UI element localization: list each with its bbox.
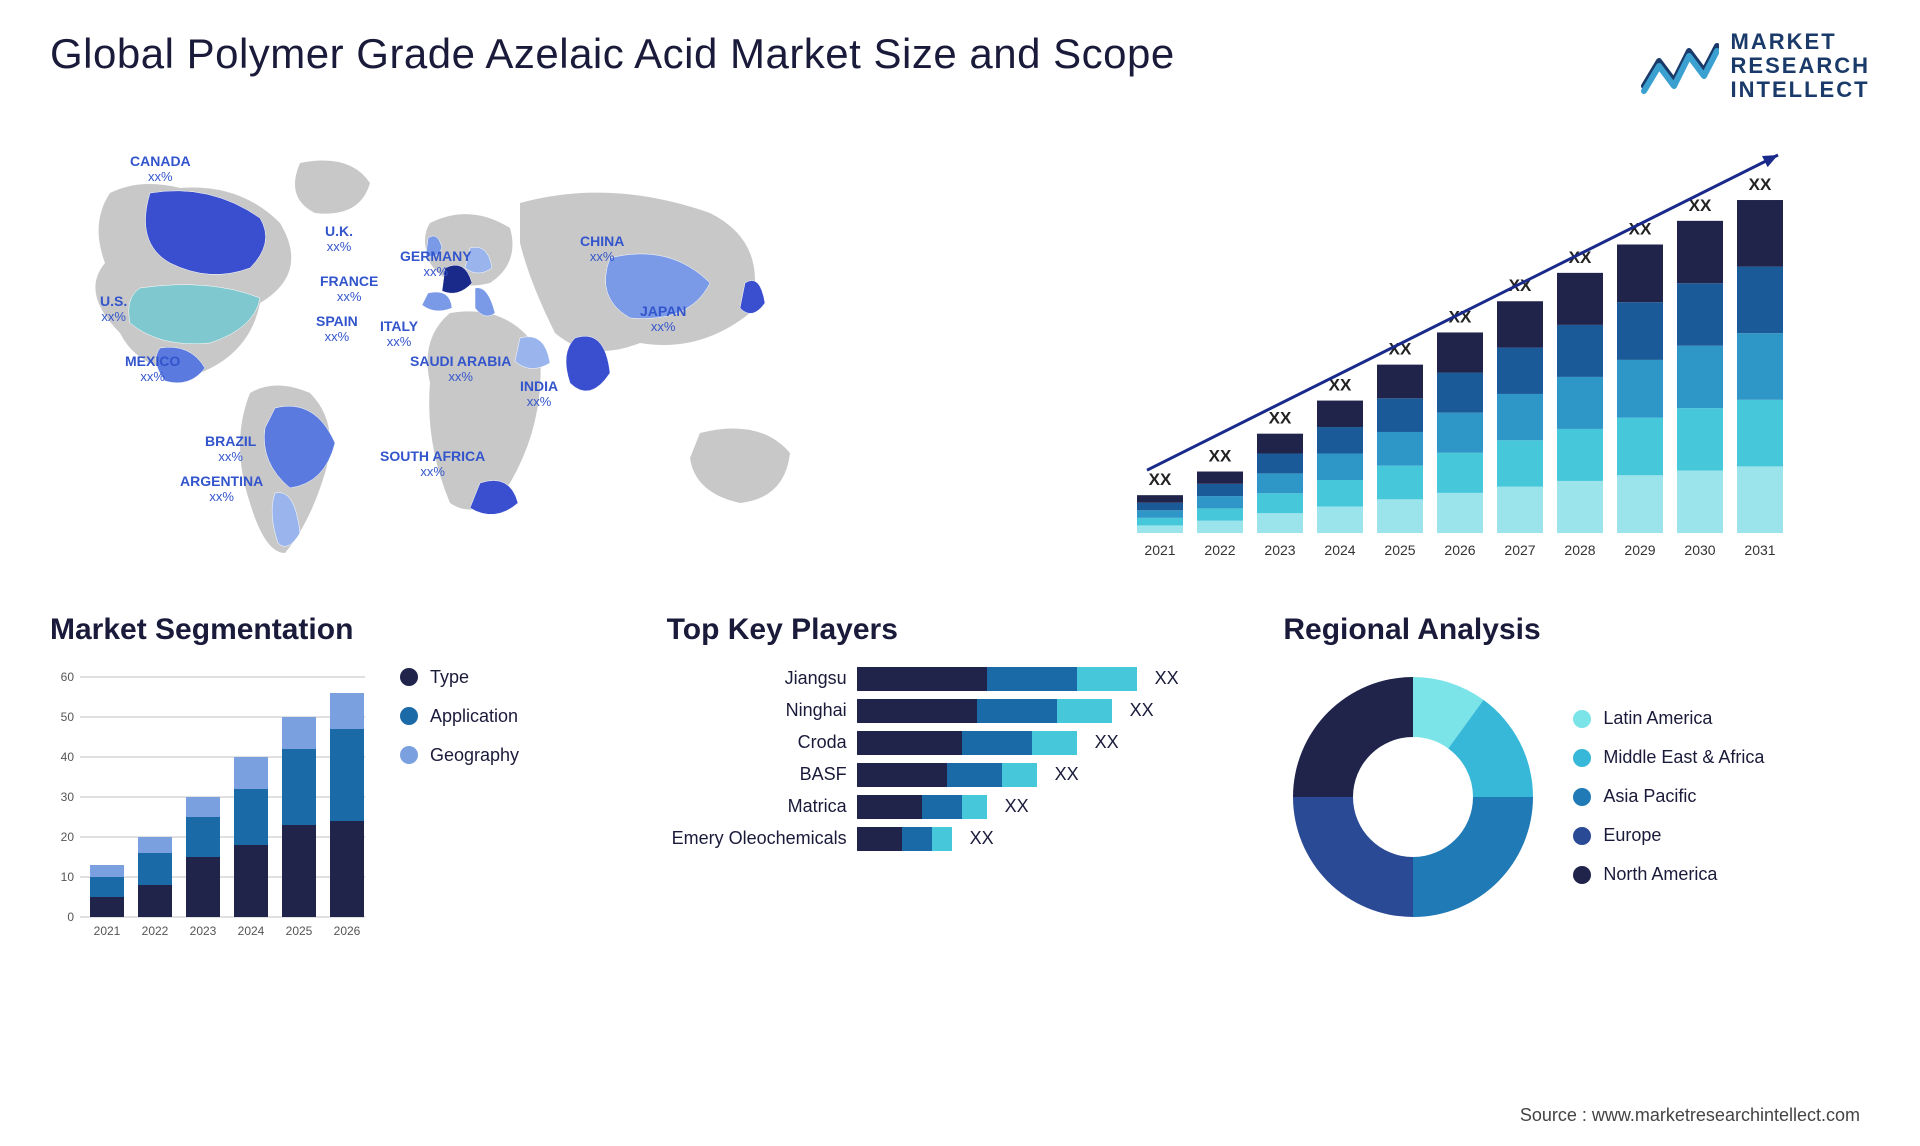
regional-legend: Latin America Middle East & Africa Asia Pa…	[1573, 708, 1764, 885]
svg-text:XX: XX	[1269, 408, 1292, 427]
player-bar	[857, 795, 987, 819]
map-label: BRAZILxx%	[205, 433, 256, 465]
player-bar	[857, 827, 952, 851]
svg-text:2021: 2021	[1144, 542, 1175, 558]
svg-text:0: 0	[67, 910, 74, 924]
player-bar	[857, 731, 1077, 755]
svg-text:2026: 2026	[1444, 542, 1475, 558]
logo-line2: RESEARCH	[1731, 54, 1870, 78]
svg-text:2021: 2021	[94, 924, 121, 938]
svg-text:30: 30	[61, 790, 75, 804]
regional-title: Regional Analysis	[1283, 613, 1870, 647]
logo-line3: INTELLECT	[1731, 78, 1870, 102]
player-value: XX	[970, 828, 994, 849]
player-value: XX	[1095, 732, 1119, 753]
svg-text:2025: 2025	[1384, 542, 1415, 558]
world-map-panel: CANADAxx% U.S.xx% MEXICOxx% BRAZILxx% ARGENT…	[50, 143, 950, 573]
player-value: XX	[1155, 668, 1179, 689]
logo-line1: MARKET	[1731, 30, 1870, 54]
map-label: SAUDI ARABIAxx%	[410, 353, 511, 385]
growth-chart-panel: XX2021XX2022XX2023XX2024XX2025XX2026XX20…	[990, 143, 1870, 573]
svg-text:2023: 2023	[1264, 542, 1295, 558]
map-label: ARGENTINAxx%	[180, 473, 263, 505]
map-label: FRANCExx%	[320, 273, 378, 305]
player-row: Jiangsu XX	[667, 667, 1254, 691]
player-value: XX	[1055, 764, 1079, 785]
player-value: XX	[1005, 796, 1029, 817]
legend-item: Europe	[1573, 825, 1764, 846]
svg-text:20: 20	[61, 830, 75, 844]
map-label: CHINAxx%	[580, 233, 624, 265]
svg-text:2027: 2027	[1504, 542, 1535, 558]
players-panel: Top Key Players Jiangsu XX Ninghai XX Croda X…	[667, 613, 1254, 947]
map-label: SPAINxx%	[316, 313, 358, 345]
svg-text:2029: 2029	[1624, 542, 1655, 558]
legend-item: Asia Pacific	[1573, 786, 1764, 807]
map-label: CANADAxx%	[130, 153, 191, 185]
legend-item: Application	[400, 706, 519, 727]
svg-text:50: 50	[61, 710, 75, 724]
player-bar	[857, 667, 1137, 691]
map-label: MEXICOxx%	[125, 353, 180, 385]
regional-panel: Regional Analysis Latin America Middle Ea…	[1283, 613, 1870, 947]
player-bar	[857, 699, 1112, 723]
player-name: Jiangsu	[667, 668, 847, 689]
player-row: BASF XX	[667, 763, 1254, 787]
player-name: Emery Oleochemicals	[667, 828, 847, 849]
svg-text:2024: 2024	[1324, 542, 1355, 558]
map-label: U.K.xx%	[325, 223, 353, 255]
segmentation-title: Market Segmentation	[50, 613, 637, 647]
player-row: Emery Oleochemicals XX	[667, 827, 1254, 851]
player-row: Croda XX	[667, 731, 1254, 755]
player-name: Matrica	[667, 796, 847, 817]
brand-logo: MARKET RESEARCH INTELLECT	[1639, 30, 1870, 103]
svg-text:60: 60	[61, 670, 75, 684]
player-name: Croda	[667, 732, 847, 753]
logo-mark-icon	[1639, 36, 1719, 96]
player-row: Matrica XX	[667, 795, 1254, 819]
player-name: BASF	[667, 764, 847, 785]
svg-text:XX: XX	[1209, 446, 1232, 465]
player-name: Ninghai	[667, 700, 847, 721]
svg-text:10: 10	[61, 870, 75, 884]
svg-text:XX: XX	[1149, 470, 1172, 489]
segmentation-panel: Market Segmentation 0 10 20 30 40 50 60 2021 202…	[50, 613, 637, 947]
svg-text:2025: 2025	[286, 924, 313, 938]
svg-text:2026: 2026	[334, 924, 361, 938]
legend-item: Geography	[400, 745, 519, 766]
map-label: GERMANYxx%	[400, 248, 472, 280]
map-label: U.S.xx%	[100, 293, 127, 325]
svg-text:2022: 2022	[1204, 542, 1235, 558]
player-value: XX	[1130, 700, 1154, 721]
map-label: JAPANxx%	[640, 303, 686, 335]
svg-text:XX: XX	[1749, 175, 1772, 194]
page-title: Global Polymer Grade Azelaic Acid Market…	[50, 30, 1175, 78]
legend-item: Middle East & Africa	[1573, 747, 1764, 768]
map-label: INDIAxx%	[520, 378, 558, 410]
legend-item: Latin America	[1573, 708, 1764, 729]
legend-item: Type	[400, 667, 519, 688]
legend-item: North America	[1573, 864, 1764, 885]
map-label: SOUTH AFRICAxx%	[380, 448, 485, 480]
svg-text:2030: 2030	[1684, 542, 1715, 558]
svg-text:2031: 2031	[1744, 542, 1775, 558]
map-label: ITALYxx%	[380, 318, 418, 350]
player-bar	[857, 763, 1037, 787]
source-text: Source : www.marketresearchintellect.com	[1520, 1105, 1860, 1126]
svg-text:2022: 2022	[142, 924, 169, 938]
players-title: Top Key Players	[667, 613, 1254, 647]
segmentation-legend: Type Application Geography	[400, 667, 519, 766]
svg-text:2024: 2024	[238, 924, 265, 938]
svg-text:2023: 2023	[190, 924, 217, 938]
svg-text:2028: 2028	[1564, 542, 1595, 558]
player-row: Ninghai XX	[667, 699, 1254, 723]
svg-text:40: 40	[61, 750, 75, 764]
